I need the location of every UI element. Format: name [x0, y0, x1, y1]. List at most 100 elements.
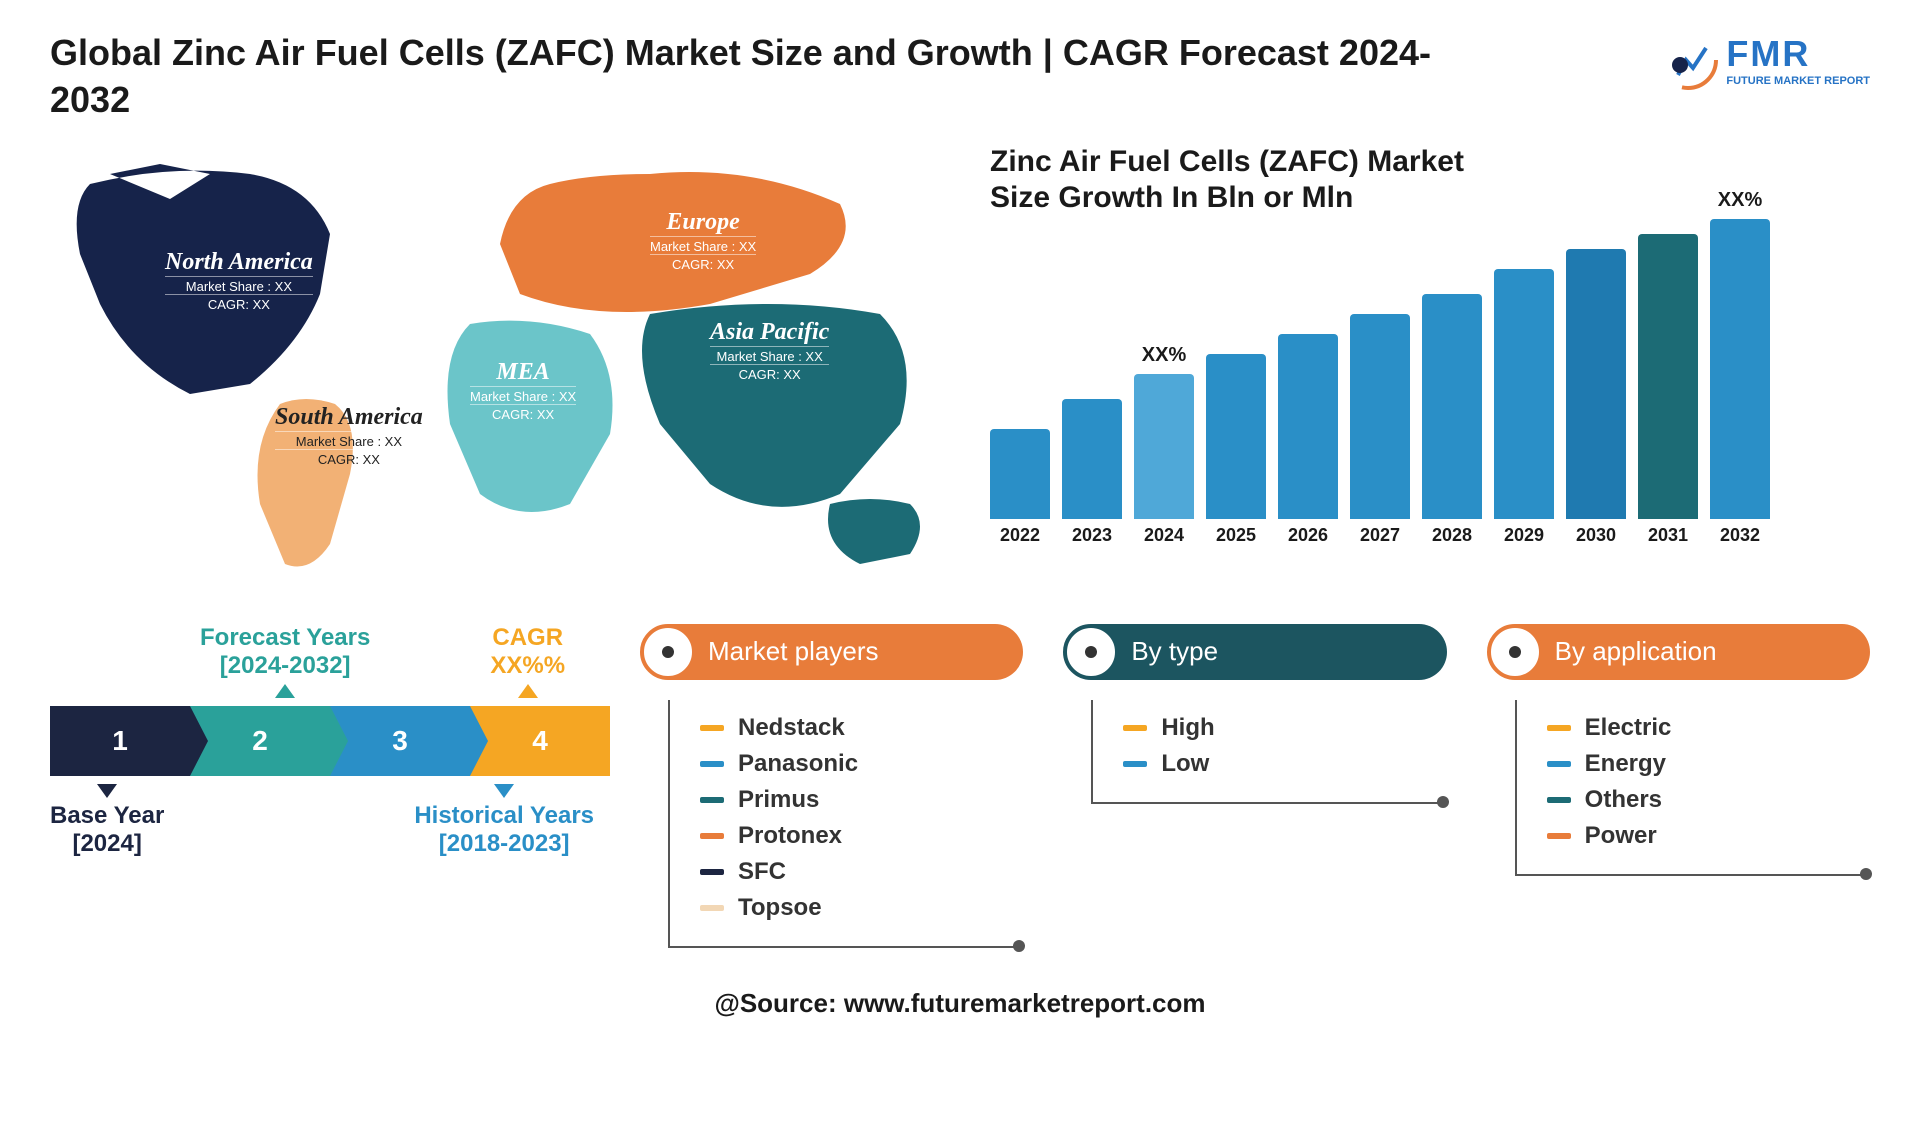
- category-title: By application: [1515, 624, 1870, 680]
- region-label-ap: Asia Pacific Market Share : XX CAGR: XX: [710, 319, 829, 382]
- tl-sub: XX%%: [490, 652, 565, 680]
- bar: [1278, 334, 1338, 519]
- bar: [1494, 269, 1554, 519]
- category-circle-icon: [1487, 624, 1543, 680]
- category-item-label: Others: [1585, 786, 1662, 814]
- bar-item: XX%2032: [1710, 219, 1770, 546]
- fmr-logo-icon: [1658, 30, 1718, 90]
- bottom-row: Forecast Years [2024-2032] CAGR XX%% 123…: [50, 624, 1870, 948]
- category-title: By type: [1091, 624, 1446, 680]
- bullet-icon: [700, 761, 724, 767]
- region-share: Market Share : XX: [710, 346, 829, 364]
- timeline-top-label: Forecast Years [2024-2032]: [200, 624, 370, 702]
- header: Global Zinc Air Fuel Cells (ZAFC) Market…: [50, 30, 1870, 124]
- tl-text: Forecast Years: [200, 624, 370, 652]
- dot-icon: [662, 646, 674, 658]
- bar: [1134, 374, 1194, 519]
- bullet-icon: [1123, 725, 1147, 731]
- logo-sub: FUTURE MARKET REPORT: [1726, 75, 1870, 87]
- timeline-top-label: CAGR XX%%: [490, 624, 565, 702]
- category-header: Market players: [640, 624, 1023, 680]
- bar-item: 2031: [1638, 234, 1698, 546]
- category-list: High Low: [1091, 700, 1446, 804]
- category-item-label: Nedstack: [738, 714, 845, 742]
- chart-title: Zinc Air Fuel Cells (ZAFC) Market Size G…: [990, 144, 1490, 216]
- tl-text: Base Year: [50, 802, 164, 830]
- category-item-label: Energy: [1585, 750, 1666, 778]
- tl-sub: [2018-2023]: [414, 830, 594, 858]
- timeline-segment: 1: [50, 706, 190, 776]
- category-item-label: Primus: [738, 786, 819, 814]
- category-item-label: SFC: [738, 858, 786, 886]
- category-item-label: High: [1161, 714, 1214, 742]
- bar-item: XX%2024: [1134, 374, 1194, 546]
- category-item-label: Protonex: [738, 822, 842, 850]
- category-item-label: Electric: [1585, 714, 1672, 742]
- region-name: Asia Pacific: [710, 319, 829, 346]
- category-circle-icon: [640, 624, 696, 680]
- region-label-sa: South America Market Share : XX CAGR: XX: [275, 404, 423, 467]
- region-share: Market Share : XX: [275, 431, 423, 449]
- bar-item: 2026: [1278, 334, 1338, 546]
- category-box: By application Electric Energy Others Power: [1487, 624, 1870, 948]
- bar-year-label: 2025: [1216, 525, 1256, 546]
- bar-item: 2029: [1494, 269, 1554, 546]
- region-share: Market Share : XX: [650, 236, 756, 254]
- bullet-icon: [700, 725, 724, 731]
- bullet-icon: [700, 833, 724, 839]
- category-item-label: Topsoe: [738, 894, 822, 922]
- logo: FMR FUTURE MARKET REPORT: [1658, 30, 1870, 90]
- bar: [1710, 219, 1770, 519]
- category-item-label: Power: [1585, 822, 1657, 850]
- category-item: Electric: [1547, 710, 1850, 746]
- bullet-icon: [1123, 761, 1147, 767]
- bar: [1566, 249, 1626, 519]
- region-cagr: CAGR: XX: [470, 404, 576, 422]
- category-item: Power: [1547, 818, 1850, 854]
- bar: [1350, 314, 1410, 519]
- bar-item: 2022: [990, 429, 1050, 546]
- bar-item: 2023: [1062, 399, 1122, 546]
- bar-year-label: 2028: [1432, 525, 1472, 546]
- bullet-icon: [1547, 725, 1571, 731]
- bar: [1206, 354, 1266, 519]
- tl-text: Historical Years: [414, 802, 594, 830]
- category-item: Energy: [1547, 746, 1850, 782]
- bar-item: 2027: [1350, 314, 1410, 546]
- bar-year-label: 2024: [1144, 525, 1184, 546]
- bullet-icon: [1547, 761, 1571, 767]
- region-cagr: CAGR: XX: [165, 294, 313, 312]
- timeline-bar: 1234: [50, 706, 610, 776]
- region-share: Market Share : XX: [470, 386, 576, 404]
- main-row: North America Market Share : XX CAGR: XX…: [50, 144, 1870, 584]
- bar-annotation: XX%: [1718, 189, 1762, 212]
- timeline-segment: 3: [330, 706, 470, 776]
- bar-year-label: 2023: [1072, 525, 1112, 546]
- bar-chart-section: Zinc Air Fuel Cells (ZAFC) Market Size G…: [990, 144, 1870, 546]
- bar: [1638, 234, 1698, 519]
- timeline-bottom-label: Historical Years [2018-2023]: [414, 780, 594, 858]
- bar-year-label: 2026: [1288, 525, 1328, 546]
- timeline-bottom-label: Base Year [2024]: [50, 780, 164, 858]
- category-item: Nedstack: [700, 710, 1003, 746]
- tl-sub: [2024-2032]: [200, 652, 370, 680]
- bar-year-label: 2031: [1648, 525, 1688, 546]
- dot-icon: [1509, 646, 1521, 658]
- region-label-eu: Europe Market Share : XX CAGR: XX: [650, 209, 756, 272]
- dot-icon: [1085, 646, 1097, 658]
- category-item: Others: [1547, 782, 1850, 818]
- region-cagr: CAGR: XX: [710, 364, 829, 382]
- region-label-na: North America Market Share : XX CAGR: XX: [165, 249, 313, 312]
- arrow-down-icon: [494, 784, 514, 798]
- category-item: Low: [1123, 746, 1426, 782]
- bullet-icon: [1547, 833, 1571, 839]
- category-item: Primus: [700, 782, 1003, 818]
- category-title: Market players: [668, 624, 1023, 680]
- categories-row: Market playersNedstackPanasonicPrimusPro…: [640, 624, 1870, 948]
- source-line: @Source: www.futuremarketreport.com: [50, 988, 1870, 1019]
- bullet-icon: [700, 797, 724, 803]
- timeline-segment: 4: [470, 706, 610, 776]
- arrow-down-icon: [97, 784, 117, 798]
- bullet-icon: [1547, 797, 1571, 803]
- region-name: South America: [275, 404, 423, 431]
